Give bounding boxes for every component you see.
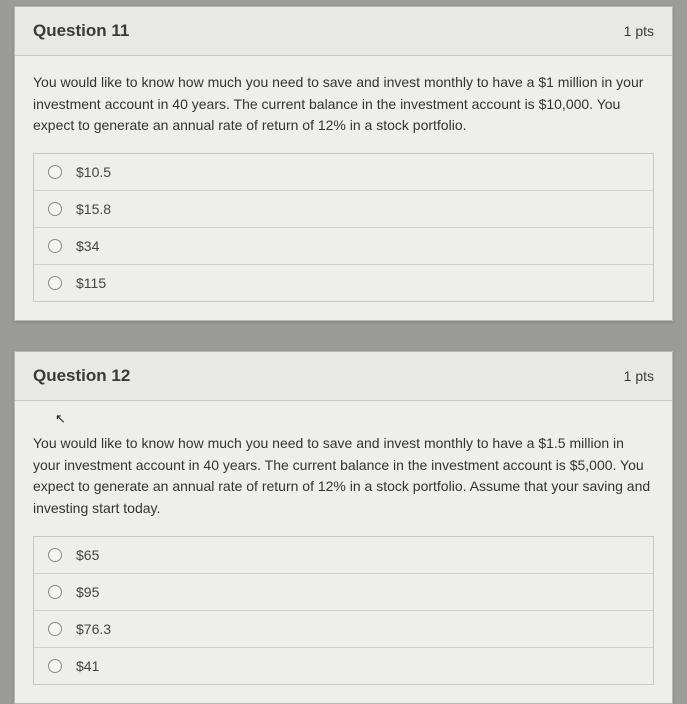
question-card-11: Question 11 1 pts You would like to know… bbox=[14, 6, 673, 321]
question-title: Question 11 bbox=[33, 21, 129, 41]
radio-icon[interactable] bbox=[48, 276, 62, 290]
option-label: $76.3 bbox=[76, 621, 111, 637]
question-title: Question 12 bbox=[33, 366, 130, 386]
cursor-icon: ↖ bbox=[33, 411, 654, 427]
options-list: $65 $95 $76.3 $41 bbox=[33, 536, 654, 685]
option-label: $10.5 bbox=[76, 164, 111, 180]
options-list: $10.5 $15.8 $34 $115 bbox=[33, 153, 654, 302]
option-label: $65 bbox=[76, 547, 99, 563]
radio-icon[interactable] bbox=[48, 548, 62, 562]
question-text: You would like to know how much you need… bbox=[33, 433, 654, 520]
question-points: 1 pts bbox=[624, 368, 654, 384]
question-card-12: Question 12 1 pts ↖ You would like to kn… bbox=[14, 351, 673, 704]
question-header: Question 11 1 pts bbox=[15, 7, 672, 56]
option-label: $34 bbox=[76, 238, 99, 254]
option-label: $95 bbox=[76, 584, 99, 600]
option-label: $15.8 bbox=[76, 201, 111, 217]
option-label: $115 bbox=[76, 275, 106, 291]
option-row[interactable]: $15.8 bbox=[34, 191, 653, 228]
option-row[interactable]: $115 bbox=[34, 265, 653, 301]
option-row[interactable]: $34 bbox=[34, 228, 653, 265]
option-row[interactable]: $76.3 bbox=[34, 611, 653, 648]
question-header: Question 12 1 pts bbox=[15, 352, 672, 401]
question-body: ↖ You would like to know how much you ne… bbox=[15, 401, 672, 703]
radio-icon[interactable] bbox=[48, 585, 62, 599]
question-body: You would like to know how much you need… bbox=[15, 56, 672, 320]
question-points: 1 pts bbox=[624, 23, 654, 39]
option-label: $41 bbox=[76, 658, 99, 674]
option-row[interactable]: $10.5 bbox=[34, 154, 653, 191]
radio-icon[interactable] bbox=[48, 202, 62, 216]
option-row[interactable]: $65 bbox=[34, 537, 653, 574]
option-row[interactable]: $41 bbox=[34, 648, 653, 684]
option-row[interactable]: $95 bbox=[34, 574, 653, 611]
radio-icon[interactable] bbox=[48, 622, 62, 636]
radio-icon[interactable] bbox=[48, 239, 62, 253]
radio-icon[interactable] bbox=[48, 659, 62, 673]
radio-icon[interactable] bbox=[48, 165, 62, 179]
question-text: You would like to know how much you need… bbox=[33, 72, 654, 137]
